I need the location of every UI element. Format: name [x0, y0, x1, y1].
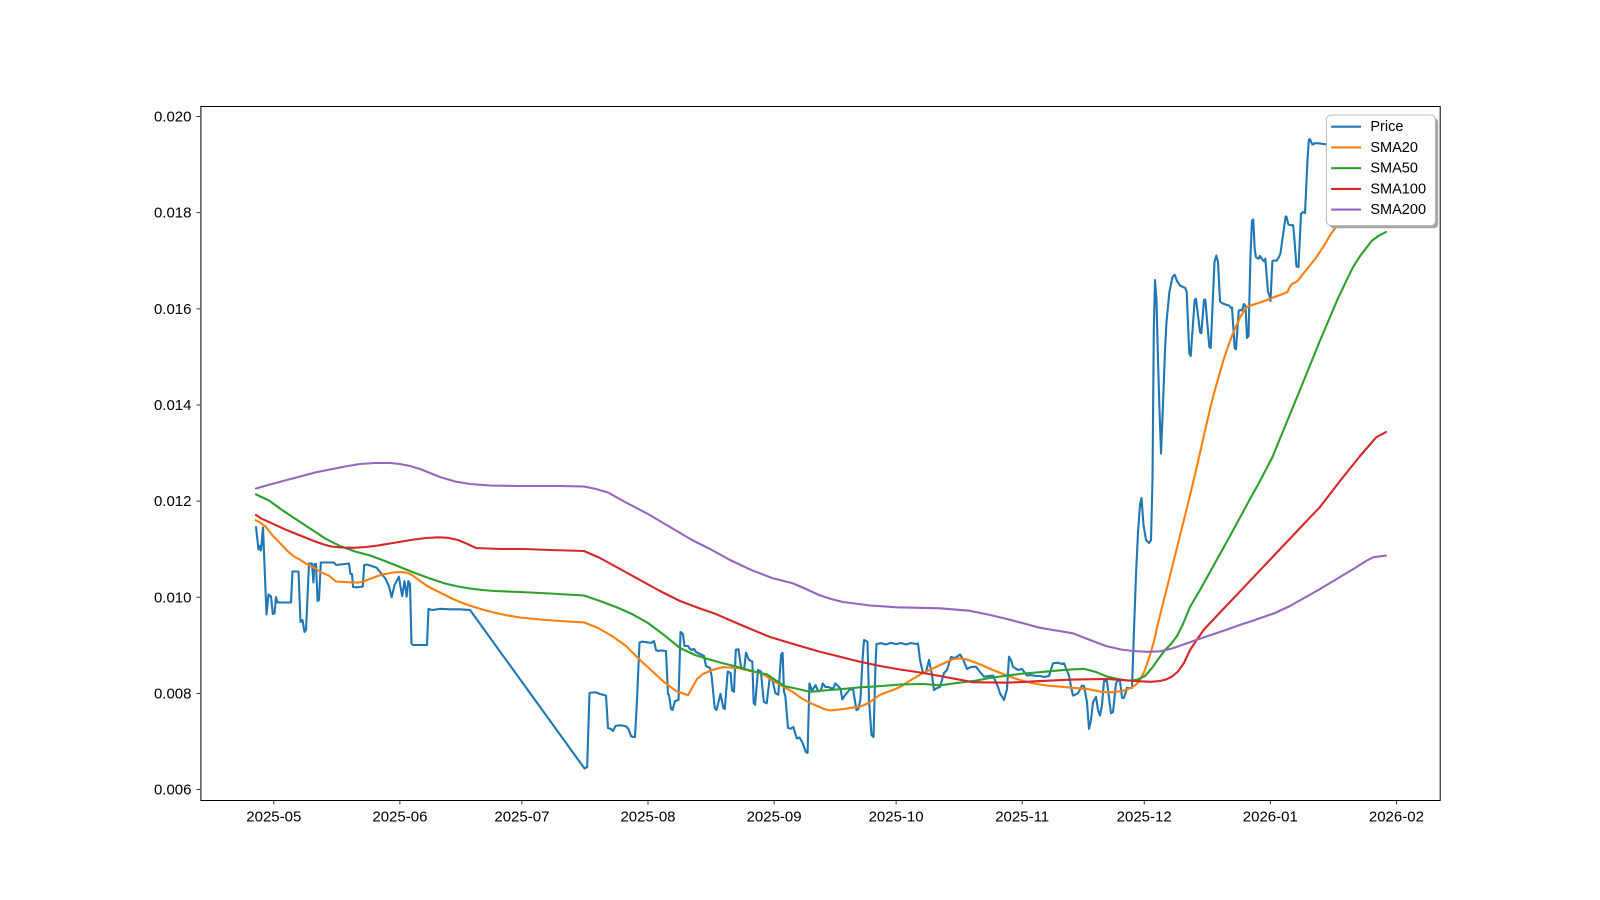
svg-text:2026-01: 2026-01 [1243, 809, 1298, 826]
svg-text:2025-06: 2025-06 [372, 809, 427, 826]
svg-text:0.018: 0.018 [154, 205, 192, 222]
svg-text:0.008: 0.008 [154, 685, 192, 702]
svg-text:2025-09: 2025-09 [747, 809, 802, 826]
svg-text:2025-07: 2025-07 [494, 809, 549, 826]
svg-text:Price: Price [1370, 119, 1403, 135]
svg-text:SMA50: SMA50 [1370, 161, 1418, 177]
svg-text:2026-02: 2026-02 [1369, 809, 1424, 826]
svg-text:0.014: 0.014 [154, 397, 192, 414]
svg-text:2025-08: 2025-08 [620, 809, 675, 826]
svg-text:2025-11: 2025-11 [995, 809, 1049, 826]
svg-text:2025-05: 2025-05 [246, 809, 301, 826]
svg-text:SMA200: SMA200 [1370, 202, 1426, 218]
svg-text:2025-10: 2025-10 [869, 809, 924, 826]
svg-text:0.012: 0.012 [154, 493, 192, 510]
svg-text:0.006: 0.006 [154, 782, 192, 799]
svg-text:SMA20: SMA20 [1370, 140, 1418, 156]
svg-text:0.010: 0.010 [154, 589, 192, 606]
svg-text:2025-12: 2025-12 [1117, 809, 1172, 826]
svg-text:0.016: 0.016 [154, 301, 192, 318]
svg-text:SMA100: SMA100 [1370, 181, 1426, 197]
svg-text:0.020: 0.020 [154, 109, 192, 126]
